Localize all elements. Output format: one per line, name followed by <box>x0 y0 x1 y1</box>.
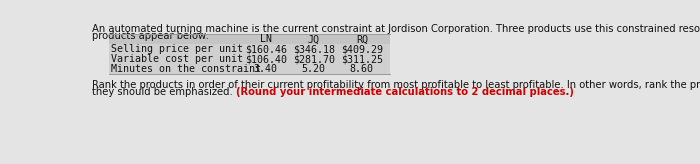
Text: JQ: JQ <box>308 34 320 44</box>
Text: $311.25: $311.25 <box>341 54 383 64</box>
Text: $346.18: $346.18 <box>293 44 335 54</box>
Text: Selling price per unit: Selling price per unit <box>111 44 243 54</box>
Text: An automated turning machine is the current constraint at Jordison Corporation. : An automated turning machine is the curr… <box>92 23 700 33</box>
Text: 3.40: 3.40 <box>253 64 278 74</box>
Text: products appear below:: products appear below: <box>92 31 209 41</box>
Bar <box>109 44 390 74</box>
Text: Rank the products in order of their current profitability from most profitable t: Rank the products in order of their curr… <box>92 80 700 90</box>
Text: $106.40: $106.40 <box>245 54 287 64</box>
Text: RQ: RQ <box>356 34 368 44</box>
Text: they should be emphasized.: they should be emphasized. <box>92 87 236 97</box>
Text: $160.46: $160.46 <box>245 44 287 54</box>
Text: 8.60: 8.60 <box>350 64 374 74</box>
Text: Minutes on the constraint: Minutes on the constraint <box>111 64 260 74</box>
Text: 5.20: 5.20 <box>302 64 326 74</box>
Text: Variable cost per unit: Variable cost per unit <box>111 54 243 64</box>
Text: $281.70: $281.70 <box>293 54 335 64</box>
Text: LN: LN <box>260 34 272 44</box>
Text: $409.29: $409.29 <box>341 44 383 54</box>
Text: (Round your intermediate calculations to 2 decimal places.): (Round your intermediate calculations to… <box>236 87 574 97</box>
Bar <box>109 34 390 44</box>
